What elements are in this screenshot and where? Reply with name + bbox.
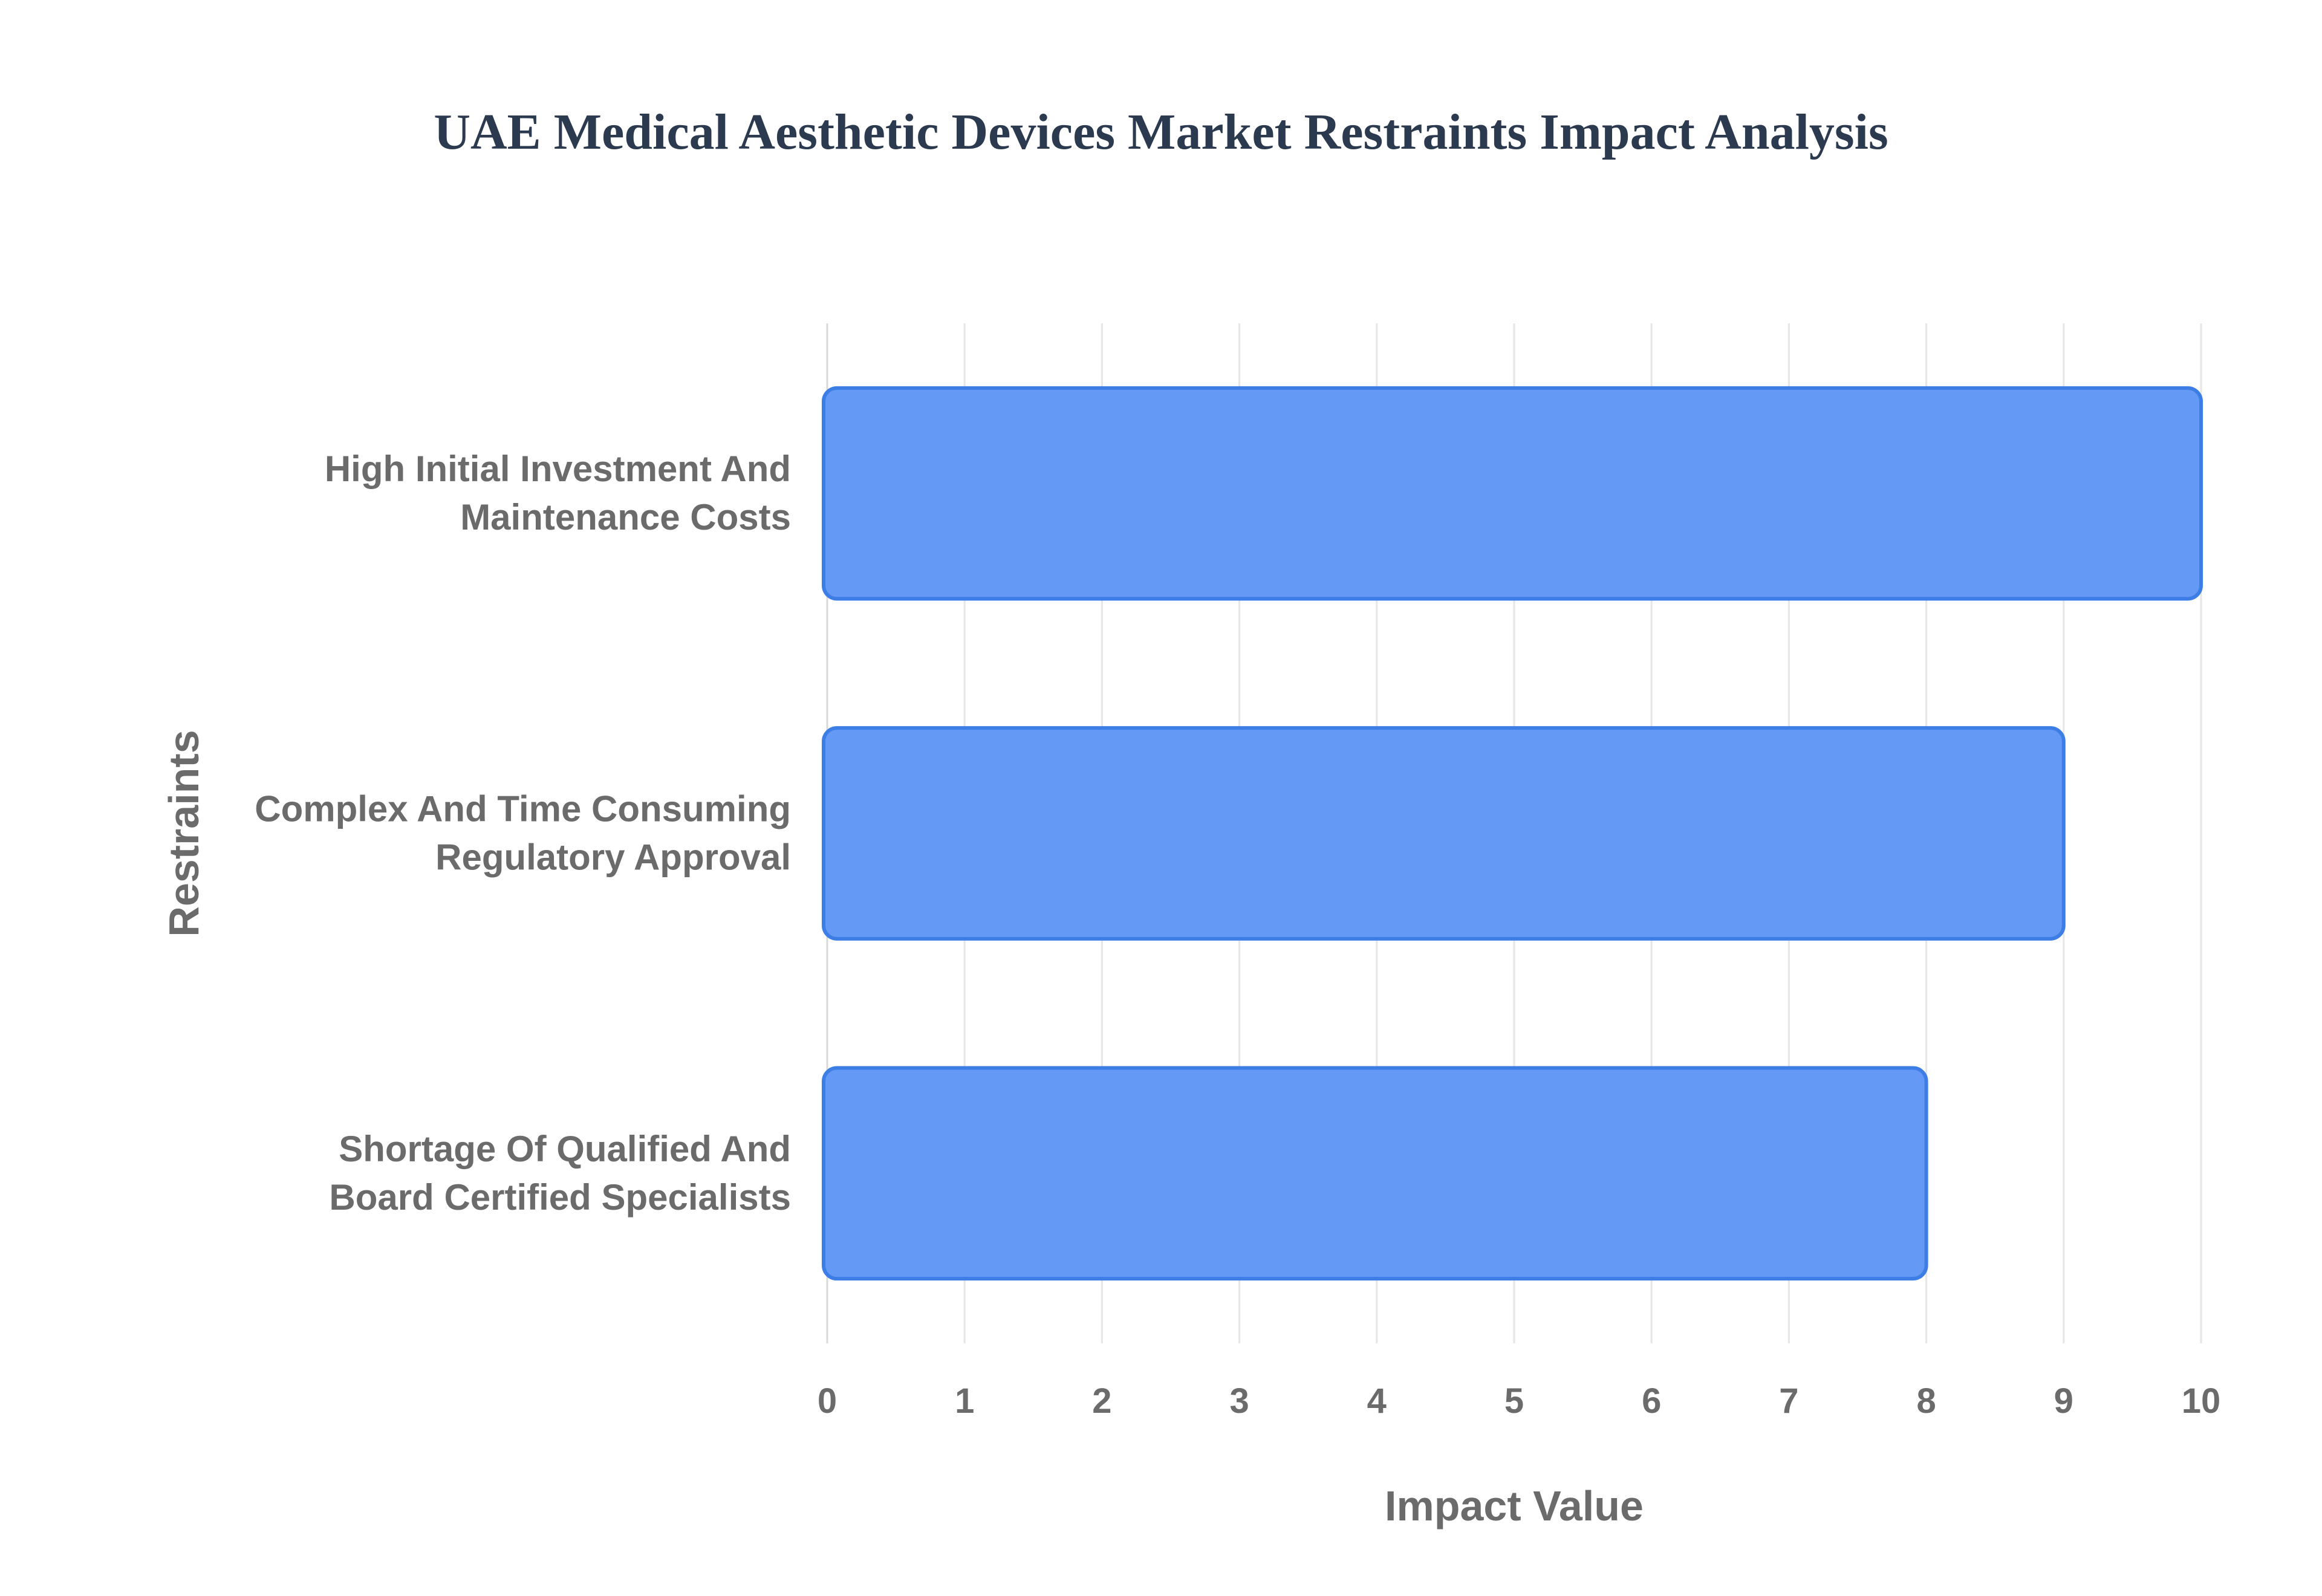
category-label: High Initial Investment And — [325, 449, 791, 489]
chart-title: UAE Medical Aesthetic Devices Market Res… — [434, 104, 1888, 160]
x-tick-label: 9 — [2054, 1381, 2073, 1421]
category-label: Complex And Time Consuming — [255, 789, 791, 829]
x-tick-label: 8 — [1916, 1381, 1936, 1421]
category-labels: High Initial Investment And Maintenance C… — [255, 449, 791, 1218]
y-axis-title: Restraints — [160, 730, 207, 936]
x-tick-labels: 0 1 2 3 4 5 6 7 8 9 10 — [818, 1381, 2220, 1421]
bar — [822, 726, 2066, 941]
x-tick-label: 5 — [1504, 1381, 1524, 1421]
x-tick-label: 2 — [1092, 1381, 1111, 1421]
x-axis-title: Impact Value — [1385, 1482, 1644, 1529]
x-tick-label: 0 — [818, 1381, 837, 1421]
x-tick-label: 6 — [1642, 1381, 1661, 1421]
x-tick-label: 10 — [2182, 1381, 2221, 1421]
bar — [822, 1066, 1928, 1281]
category-label: Maintenance Costs — [460, 497, 791, 537]
x-tick-label: 1 — [955, 1381, 974, 1421]
x-tick-label: 3 — [1229, 1381, 1249, 1421]
x-tick-label: 7 — [1779, 1381, 1798, 1421]
category-label: Shortage Of Qualified And — [339, 1129, 791, 1169]
x-tick-label: 4 — [1367, 1381, 1387, 1421]
category-label: Regulatory Approval — [435, 837, 791, 878]
bar — [822, 386, 2203, 601]
bars — [822, 386, 2203, 1281]
category-label: Board Certified Specialists — [329, 1177, 791, 1218]
